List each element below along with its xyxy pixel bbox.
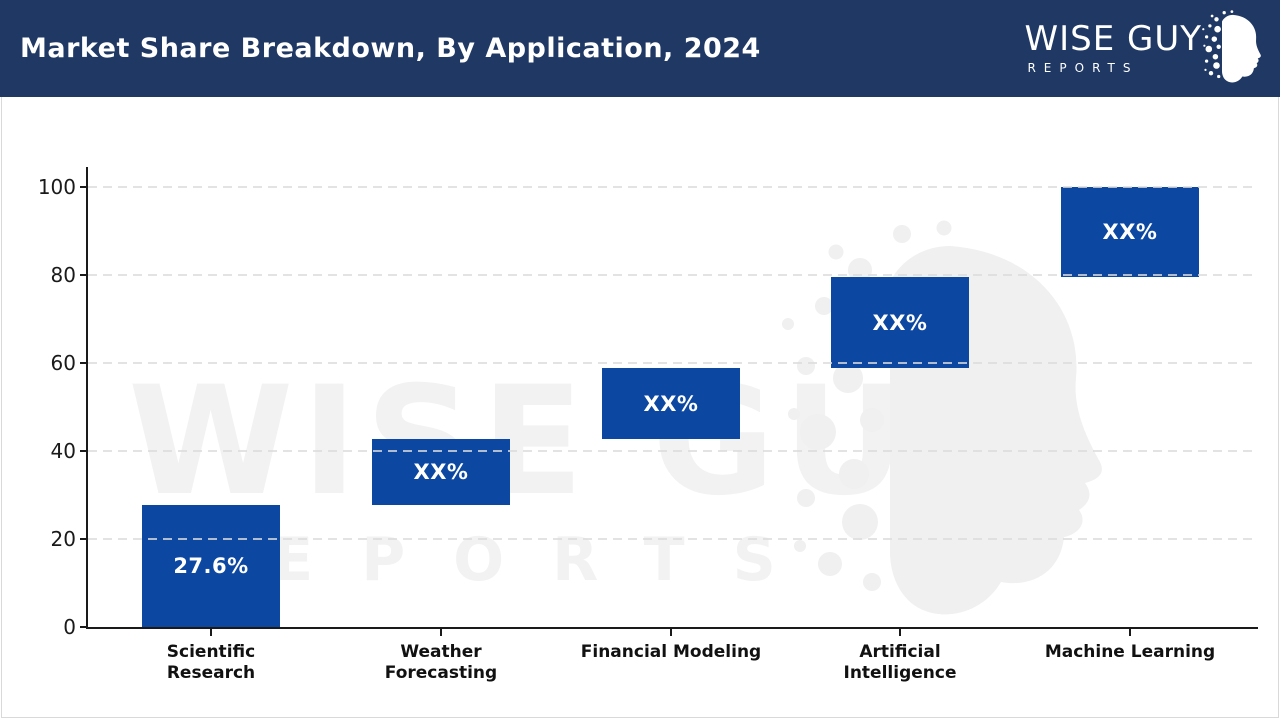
x-tick bbox=[210, 629, 212, 636]
logo-text: WISE GUY REPORTS bbox=[1024, 22, 1202, 75]
x-category-label: Financial Modeling bbox=[580, 642, 762, 662]
wise-guy-logo: WISE GUY REPORTS bbox=[1024, 0, 1266, 97]
bar-value-label: XX% bbox=[643, 391, 699, 416]
y-tick-100 bbox=[80, 185, 88, 188]
bar-value-label: 27.6% bbox=[173, 554, 249, 579]
chart-area: WISE GUY REPORTS 27.6% XX% XX% XX% XX% 0 20 40… bbox=[0, 97, 1280, 720]
logo-subtitle: REPORTS bbox=[1027, 61, 1139, 75]
x-axis-line bbox=[86, 627, 1258, 629]
bar: XX% bbox=[602, 368, 740, 440]
bar: XX% bbox=[831, 277, 969, 369]
x-tick bbox=[1129, 629, 1131, 636]
x-tick bbox=[440, 629, 442, 636]
y-tick-20 bbox=[80, 537, 88, 540]
y-tick-label-40: 40 bbox=[50, 438, 76, 463]
gridline-100 bbox=[88, 185, 1258, 188]
bar-value-label: XX% bbox=[413, 460, 469, 485]
x-tick bbox=[670, 629, 672, 636]
header-banner: Market Share Breakdown, By Application, … bbox=[0, 0, 1280, 97]
y-tick-label-0: 0 bbox=[63, 615, 76, 639]
y-tick-80 bbox=[80, 273, 88, 276]
x-tick bbox=[899, 629, 901, 636]
y-axis-line bbox=[86, 167, 88, 629]
axes-layer bbox=[0, 97, 1280, 720]
y-tick-label-100: 100 bbox=[37, 174, 76, 199]
y-tick-0 bbox=[80, 626, 88, 628]
x-category-label: Artificial Intelligence bbox=[843, 642, 957, 683]
gridline-60 bbox=[88, 361, 1258, 364]
gridline-80 bbox=[88, 273, 1258, 276]
bar: XX% bbox=[1061, 186, 1199, 278]
y-tick-40 bbox=[80, 449, 88, 452]
axis-labels-layer: 0 20 40 60 80 100 Scientific Research Weather F… bbox=[0, 97, 1280, 720]
x-category-label: Scientific Research bbox=[166, 642, 256, 683]
logo-wordmark: WISE GUY bbox=[1024, 19, 1202, 59]
bar: 27.6% bbox=[142, 505, 280, 627]
gridline-40 bbox=[88, 449, 1258, 452]
x-category-label: Machine Learning bbox=[1044, 642, 1216, 662]
page-title: Market Share Breakdown, By Application, … bbox=[20, 33, 761, 64]
bar-value-label: XX% bbox=[872, 310, 928, 335]
x-category-label: Weather Forecasting bbox=[384, 642, 498, 683]
wise-guy-head-icon bbox=[1200, 9, 1266, 89]
watermark-wordmark: WISE GUY bbox=[128, 355, 1030, 529]
bar-value-label: XX% bbox=[1102, 219, 1158, 244]
y-tick-60 bbox=[80, 361, 88, 364]
bars-layer: 27.6% XX% XX% XX% XX% bbox=[0, 97, 1280, 720]
gridlines-layer bbox=[0, 97, 1280, 720]
y-tick-label-20: 20 bbox=[50, 526, 76, 551]
y-tick-label-60: 60 bbox=[50, 350, 76, 375]
gridline-20 bbox=[88, 537, 1258, 540]
y-tick-label-80: 80 bbox=[50, 262, 76, 287]
